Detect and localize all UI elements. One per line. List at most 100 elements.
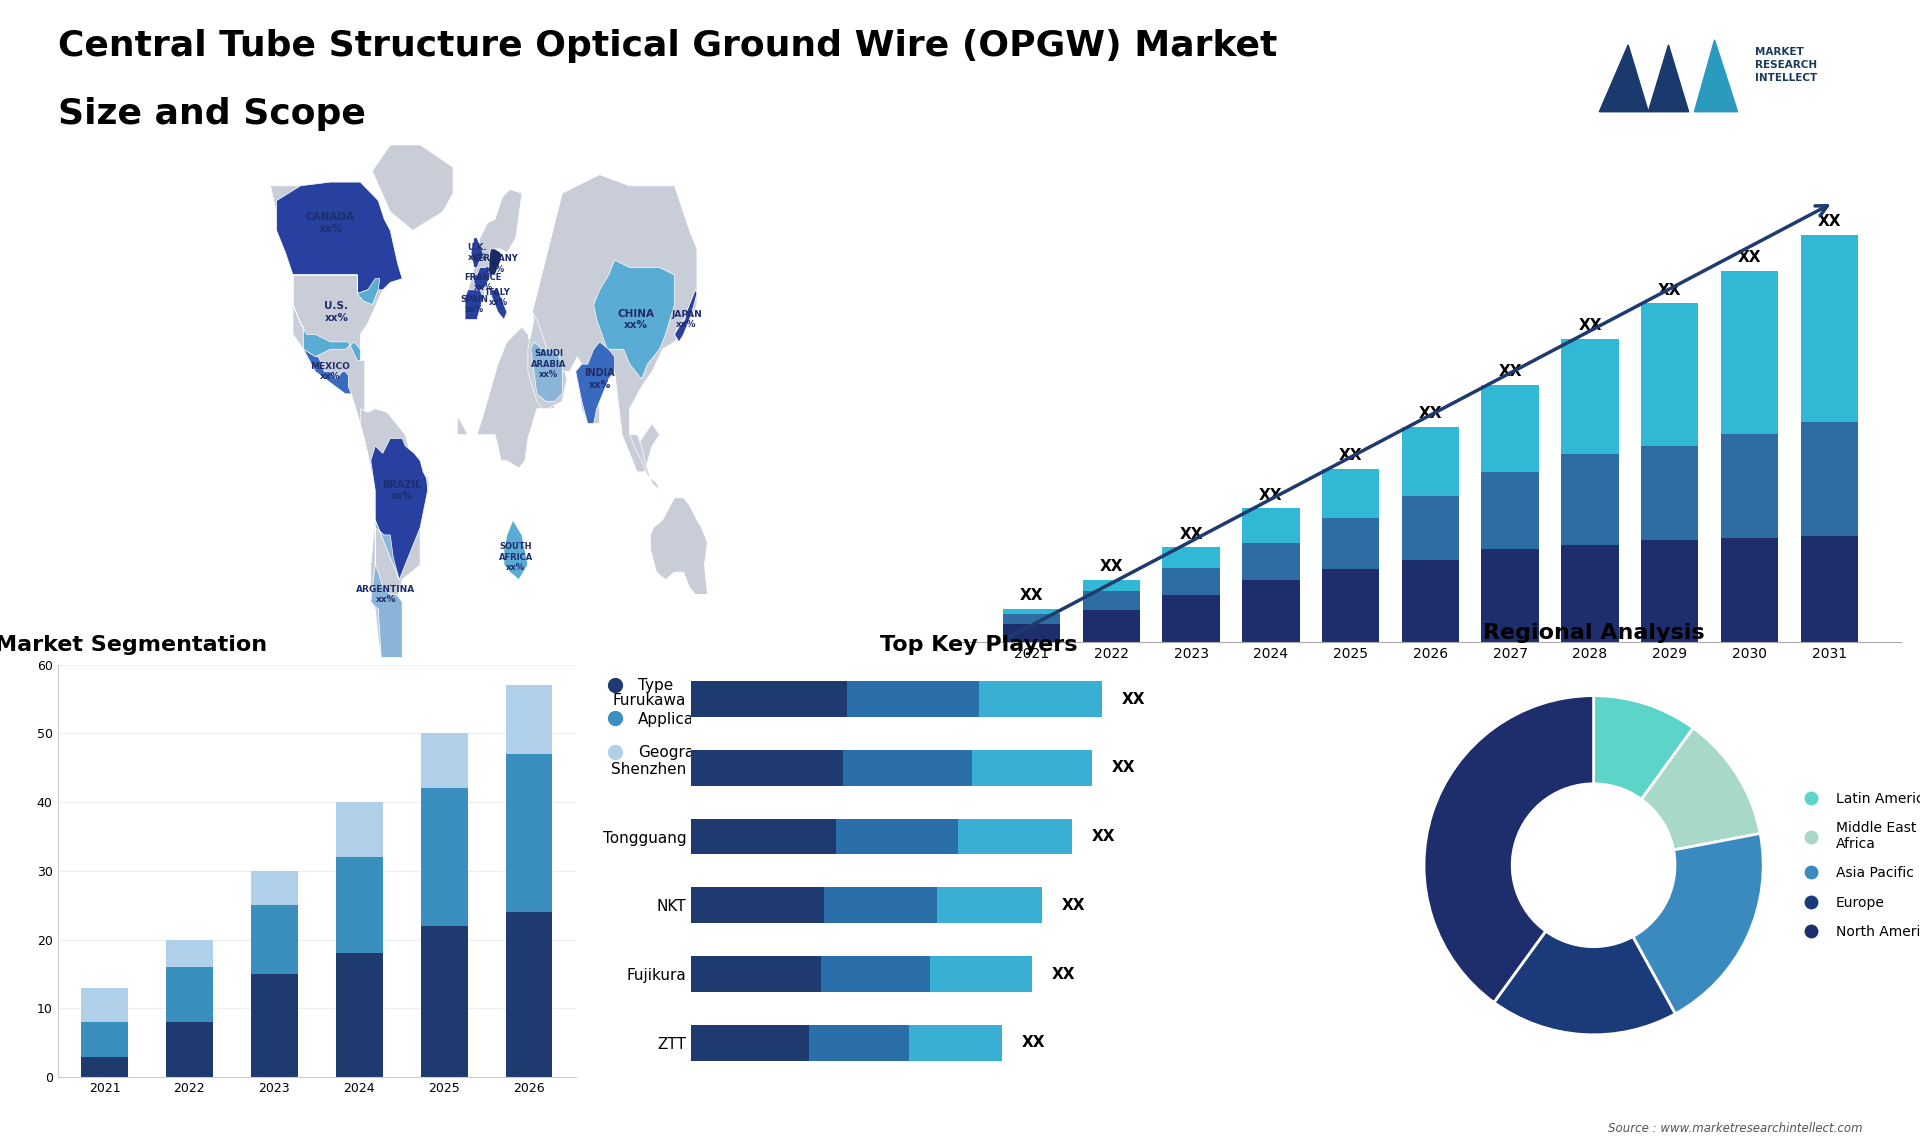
Bar: [937, 887, 1043, 924]
Bar: [1561, 545, 1619, 642]
Bar: [81, 988, 129, 1022]
Text: XX: XX: [1100, 559, 1123, 574]
Text: SAUDI
ARABIA
xx%: SAUDI ARABIA xx%: [532, 350, 566, 379]
Text: XX: XX: [1818, 214, 1841, 229]
Legend: Type, Application, Geography: Type, Application, Geography: [593, 673, 730, 767]
Text: CHINA
xx%: CHINA xx%: [616, 308, 655, 330]
Bar: [843, 749, 972, 786]
Bar: [1083, 610, 1140, 642]
Bar: [1002, 623, 1060, 642]
Text: U.K.
xx%: U.K. xx%: [467, 243, 488, 262]
Text: XX: XX: [1112, 760, 1135, 776]
Polygon shape: [371, 520, 401, 658]
Text: U.S.
xx%: U.S. xx%: [324, 301, 348, 323]
Text: GERMANY
xx%: GERMANY xx%: [472, 254, 518, 274]
Bar: [1642, 304, 1699, 446]
Text: JAPAN
xx%: JAPAN xx%: [672, 309, 703, 329]
Text: XX: XX: [1738, 250, 1761, 265]
Text: Market Segmentation: Market Segmentation: [0, 635, 267, 654]
Wedge shape: [1632, 833, 1763, 1014]
Polygon shape: [576, 342, 614, 424]
Bar: [81, 1057, 129, 1077]
Bar: [691, 681, 847, 717]
Bar: [1642, 540, 1699, 642]
Bar: [252, 905, 298, 974]
Bar: [820, 956, 929, 992]
Bar: [1642, 446, 1699, 540]
Bar: [252, 974, 298, 1077]
Bar: [1083, 580, 1140, 591]
Bar: [420, 788, 468, 926]
Bar: [691, 818, 835, 855]
Text: XX: XX: [1062, 897, 1085, 913]
Text: ITALY
xx%: ITALY xx%: [486, 288, 511, 307]
Bar: [165, 1022, 213, 1077]
Bar: [1482, 549, 1540, 642]
Polygon shape: [490, 290, 507, 320]
Bar: [808, 1025, 908, 1061]
Wedge shape: [1494, 931, 1676, 1035]
Bar: [1321, 518, 1379, 570]
Bar: [847, 681, 979, 717]
Polygon shape: [1647, 45, 1690, 112]
Text: ARGENTINA
xx%: ARGENTINA xx%: [355, 584, 415, 604]
Polygon shape: [372, 144, 453, 230]
Text: FRANCE
xx%: FRANCE xx%: [465, 273, 501, 292]
Polygon shape: [576, 364, 599, 424]
Wedge shape: [1425, 696, 1594, 1003]
Bar: [1801, 422, 1859, 536]
Bar: [1720, 434, 1778, 537]
Polygon shape: [465, 189, 522, 323]
Polygon shape: [503, 520, 528, 580]
Text: XX: XX: [1498, 364, 1523, 379]
Text: XX: XX: [1052, 966, 1075, 982]
Bar: [691, 1025, 808, 1061]
Polygon shape: [371, 439, 430, 580]
Bar: [1402, 560, 1459, 642]
Text: BRAZIL
xx%: BRAZIL xx%: [382, 480, 422, 501]
Text: XX: XX: [1121, 691, 1146, 707]
Polygon shape: [1599, 45, 1647, 112]
Bar: [1242, 543, 1300, 580]
Polygon shape: [465, 290, 484, 320]
Polygon shape: [490, 249, 501, 275]
Bar: [1002, 614, 1060, 623]
Bar: [505, 754, 553, 912]
Polygon shape: [651, 497, 707, 595]
Text: XX: XX: [1578, 319, 1601, 333]
Bar: [1162, 548, 1219, 568]
Text: Central Tube Structure Optical Ground Wire (OPGW) Market: Central Tube Structure Optical Ground Wi…: [58, 29, 1277, 63]
Bar: [958, 818, 1071, 855]
Polygon shape: [630, 434, 660, 490]
Polygon shape: [276, 182, 401, 293]
Bar: [1402, 496, 1459, 560]
Text: XX: XX: [1659, 283, 1682, 298]
Text: XX: XX: [1179, 526, 1202, 542]
Text: Size and Scope: Size and Scope: [58, 97, 365, 132]
Bar: [336, 802, 382, 857]
Text: XX: XX: [1338, 448, 1363, 463]
Polygon shape: [593, 260, 674, 379]
Bar: [1482, 472, 1540, 549]
Text: XX: XX: [1020, 588, 1043, 604]
Polygon shape: [361, 409, 430, 658]
Text: XX: XX: [1260, 487, 1283, 503]
Bar: [505, 685, 553, 754]
Bar: [972, 749, 1092, 786]
Bar: [336, 953, 382, 1077]
Polygon shape: [294, 275, 380, 360]
Polygon shape: [470, 238, 484, 267]
Bar: [1402, 427, 1459, 496]
Bar: [1002, 610, 1060, 614]
Polygon shape: [474, 267, 490, 293]
Bar: [1242, 580, 1300, 642]
Bar: [835, 818, 958, 855]
Wedge shape: [1642, 728, 1761, 850]
Bar: [691, 887, 824, 924]
Polygon shape: [528, 312, 566, 409]
Bar: [1242, 509, 1300, 543]
Title: Top Key Players: Top Key Players: [881, 635, 1077, 654]
Text: CANADA
xx%: CANADA xx%: [305, 212, 355, 234]
Text: MEXICO
xx%: MEXICO xx%: [311, 362, 349, 382]
Bar: [420, 926, 468, 1077]
